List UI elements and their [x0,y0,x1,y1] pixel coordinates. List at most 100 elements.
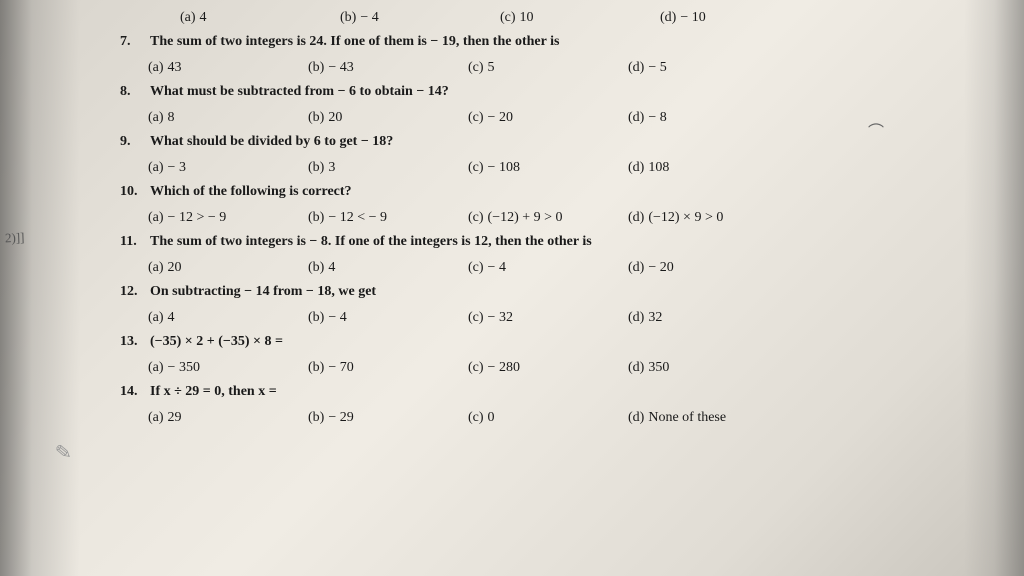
option-value: − 8 [648,110,666,126]
option: (a)− 350 [148,360,288,376]
option: (a)29 [148,410,288,426]
question-text: 9. What should be divided by 6 to get − … [120,134,924,150]
option-label: (b) [308,160,324,176]
option-label: (a) [148,260,164,276]
option: (c)0 [468,410,608,426]
option-label: (c) [500,10,516,26]
option-label: (a) [148,110,164,126]
option: (d)− 20 [628,260,768,276]
option-label: (d) [628,160,644,176]
option-value: − 280 [488,360,520,376]
option-value: 4 [168,310,175,326]
option-value: 43 [168,60,182,76]
option-value: − 70 [328,360,353,376]
question-text: 11. The sum of two integers is − 8. If o… [120,234,924,250]
options-row: (a)− 12 > − 9 (b)− 12 < − 9 (c)(−12) + 9… [120,210,924,226]
option-value: 4 [328,260,335,276]
option-label: (b) [308,110,324,126]
question-number: 13. [120,334,144,350]
option-value: None of these [648,410,726,426]
option-value: 32 [648,310,662,326]
option-value: (−12) + 9 > 0 [488,210,563,226]
question-number: 10. [120,184,144,200]
question-text: 7. The sum of two integers is 24. If one… [120,34,924,50]
option-value: − 20 [488,110,513,126]
option-label: (a) [148,210,164,226]
option-label: (c) [468,310,484,326]
option-value: − 10 [680,10,705,26]
option-label: (d) [628,310,644,326]
option-label: (b) [308,410,324,426]
option-label: (c) [468,160,484,176]
option-value: − 5 [648,60,666,76]
option-label: (d) [628,360,644,376]
option-label: (d) [628,110,644,126]
question-body: (−35) × 2 + (−35) × 8 = [150,334,283,350]
option-value: − 3 [168,160,186,176]
option: (d)− 10 [660,10,800,26]
option-value: 29 [168,410,182,426]
options-row: (a)4 (b)− 4 (c)− 32 (d)32 [120,310,924,326]
option: (c)10 [500,10,640,26]
question-block: (a)4 (b)− 4 (c)10 (d)− 10 [120,10,924,26]
option: (b)− 43 [308,60,448,76]
option: (a)− 12 > − 9 [148,210,288,226]
option-value: 20 [328,110,342,126]
option-label: (a) [148,60,164,76]
option: (a)20 [148,260,288,276]
option: (b)− 70 [308,360,448,376]
option: (c)− 4 [468,260,608,276]
option: (c)5 [468,60,608,76]
option: (d)350 [628,360,768,376]
option-value: 3 [328,160,335,176]
option: (d)108 [628,160,768,176]
options-row: (a)29 (b)− 29 (c)0 (d)None of these [120,410,924,426]
option-label: (c) [468,210,484,226]
question-body: What must be subtracted from − 6 to obta… [150,84,449,100]
question-text: 10. Which of the following is correct? [120,184,924,200]
option: (d)− 8 [628,110,768,126]
option: (d)32 [628,310,768,326]
question-block: 8. What must be subtracted from − 6 to o… [120,84,924,126]
option: (b)− 29 [308,410,448,426]
option: (c)− 108 [468,160,608,176]
option-label: (a) [180,10,196,26]
option-label: (b) [308,210,324,226]
option-value: − 29 [328,410,353,426]
option-value: 10 [520,10,534,26]
option-value: − 43 [328,60,353,76]
margin-annotation: 2)]] [5,230,25,247]
question-block: 7. The sum of two integers is 24. If one… [120,34,924,76]
question-block: 9. What should be divided by 6 to get − … [120,134,924,176]
option: (d)None of these [628,410,768,426]
option-value: 4 [200,10,207,26]
option-label: (d) [628,210,644,226]
option-value: − 350 [168,360,200,376]
option-label: (a) [148,160,164,176]
option-value: − 4 [328,310,346,326]
question-block: 10. Which of the following is correct? (… [120,184,924,226]
option-label: (d) [628,260,644,276]
option: (b)4 [308,260,448,276]
option-value: 8 [168,110,175,126]
option: (c)− 20 [468,110,608,126]
question-body: Which of the following is correct? [150,184,352,200]
option-value: − 12 < − 9 [328,210,387,226]
option-label: (c) [468,360,484,376]
worksheet-page: (a)4 (b)− 4 (c)10 (d)− 10 7. The sum of … [40,0,984,576]
option-label: (a) [148,310,164,326]
question-text: 8. What must be subtracted from − 6 to o… [120,84,924,100]
option: (d)(−12) × 9 > 0 [628,210,768,226]
option: (a)− 3 [148,160,288,176]
option-value: − 108 [488,160,520,176]
option: (d)− 5 [628,60,768,76]
question-body: What should be divided by 6 to get − 18? [150,134,393,150]
option-value: − 12 > − 9 [168,210,227,226]
options-row: (a)43 (b)− 43 (c)5 (d)− 5 [120,60,924,76]
option: (a)4 [148,310,288,326]
question-number: 8. [120,84,144,100]
option: (b)3 [308,160,448,176]
option-label: (d) [628,410,644,426]
option: (b)− 12 < − 9 [308,210,448,226]
question-text: 12. On subtracting − 14 from − 18, we ge… [120,284,924,300]
